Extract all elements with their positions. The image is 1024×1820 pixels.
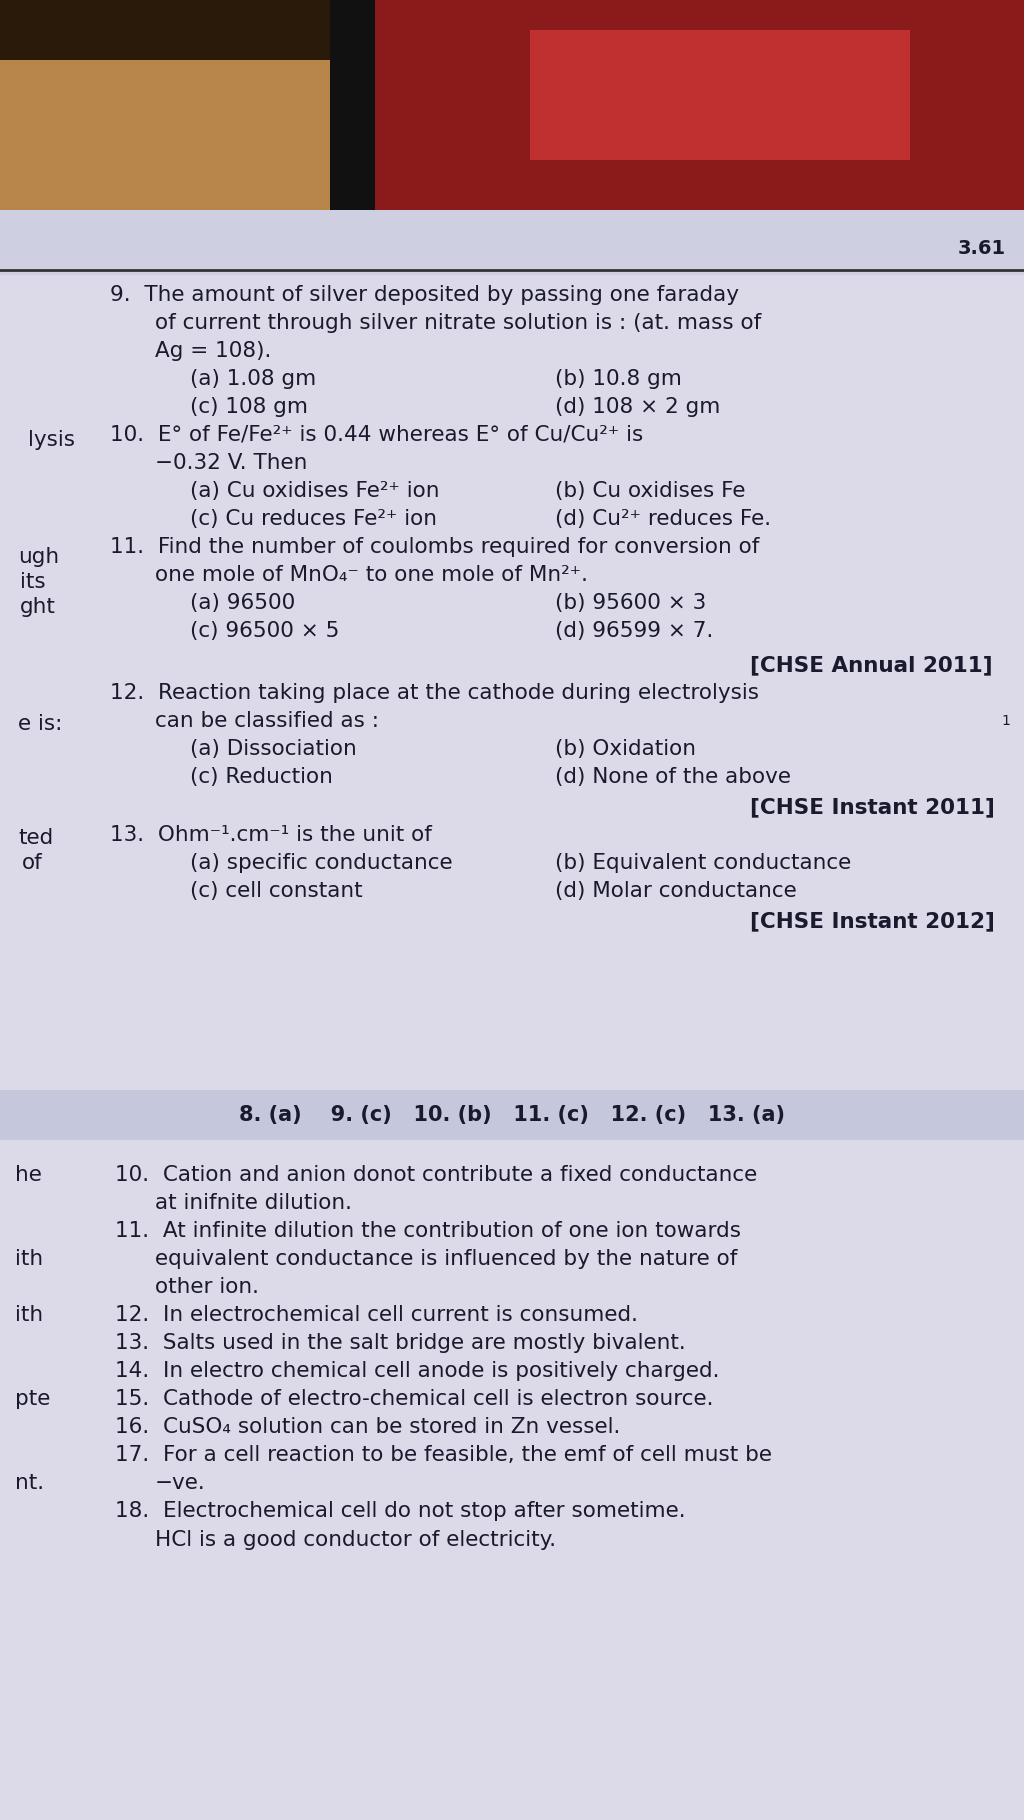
Text: other ion.: other ion. bbox=[155, 1278, 259, 1298]
Text: (b) Cu oxidises Fe: (b) Cu oxidises Fe bbox=[555, 480, 745, 501]
Text: its: its bbox=[20, 571, 46, 592]
Text: (c) 96500 × 5: (c) 96500 × 5 bbox=[190, 621, 339, 641]
Bar bbox=[370, 0, 1024, 209]
Text: (c) Cu reduces Fe²⁺ ion: (c) Cu reduces Fe²⁺ ion bbox=[190, 510, 437, 530]
Text: (d) Molar conductance: (d) Molar conductance bbox=[555, 881, 797, 901]
Text: (b) 95600 × 3: (b) 95600 × 3 bbox=[555, 593, 707, 613]
Text: (b) 10.8 gm: (b) 10.8 gm bbox=[555, 369, 682, 389]
Text: [CHSE Instant 2011]: [CHSE Instant 2011] bbox=[750, 797, 995, 817]
Text: 12.  Reaction taking place at the cathode during electrolysis: 12. Reaction taking place at the cathode… bbox=[110, 682, 759, 703]
Text: 11.  At infinite dilution the contribution of one ion towards: 11. At infinite dilution the contributio… bbox=[115, 1221, 741, 1241]
Text: (b) Equivalent conductance: (b) Equivalent conductance bbox=[555, 854, 851, 874]
Text: (c) 108 gm: (c) 108 gm bbox=[190, 397, 308, 417]
Text: (a) 1.08 gm: (a) 1.08 gm bbox=[190, 369, 316, 389]
Text: 16.  CuSO₄ solution can be stored in Zn vessel.: 16. CuSO₄ solution can be stored in Zn v… bbox=[115, 1418, 621, 1438]
Text: of current through silver nitrate solution is : (at. mass of: of current through silver nitrate soluti… bbox=[155, 313, 761, 333]
Text: (d) 96599 × 7.: (d) 96599 × 7. bbox=[555, 621, 714, 641]
Text: of: of bbox=[22, 854, 43, 874]
Text: 11.  Find the number of coulombs required for conversion of: 11. Find the number of coulombs required… bbox=[110, 537, 760, 557]
Text: 1: 1 bbox=[1001, 713, 1010, 728]
Text: ght: ght bbox=[20, 597, 56, 617]
Text: 18.  Electrochemical cell do not stop after sometime.: 18. Electrochemical cell do not stop aft… bbox=[115, 1502, 686, 1522]
Bar bbox=[330, 0, 375, 209]
Bar bbox=[0, 0, 1024, 209]
Text: (c) cell constant: (c) cell constant bbox=[190, 881, 362, 901]
Bar bbox=[0, 209, 1024, 1820]
Text: (a) Dissociation: (a) Dissociation bbox=[190, 739, 356, 759]
Text: (a) specific conductance: (a) specific conductance bbox=[190, 854, 453, 874]
Text: (d) Cu²⁺ reduces Fe.: (d) Cu²⁺ reduces Fe. bbox=[555, 510, 771, 530]
Text: lysis: lysis bbox=[28, 430, 75, 450]
Bar bbox=[530, 29, 910, 160]
Text: (a) Cu oxidises Fe²⁺ ion: (a) Cu oxidises Fe²⁺ ion bbox=[190, 480, 439, 501]
Bar bbox=[0, 60, 340, 209]
Text: (a) 96500: (a) 96500 bbox=[190, 593, 295, 613]
Text: (c) Reduction: (c) Reduction bbox=[190, 766, 333, 786]
Text: 10.  Cation and anion donot contribute a fixed conductance: 10. Cation and anion donot contribute a … bbox=[115, 1165, 758, 1185]
Text: 17.  For a cell reaction to be feasible, the emf of cell must be: 17. For a cell reaction to be feasible, … bbox=[115, 1445, 772, 1465]
Text: ugh: ugh bbox=[18, 548, 59, 568]
Text: (d) None of the above: (d) None of the above bbox=[555, 766, 791, 786]
Text: −ve.: −ve. bbox=[155, 1472, 206, 1492]
Text: 13.  Ohm⁻¹.cm⁻¹ is the unit of: 13. Ohm⁻¹.cm⁻¹ is the unit of bbox=[110, 824, 432, 844]
Text: [CHSE Annual 2011]: [CHSE Annual 2011] bbox=[750, 655, 992, 675]
Text: nt.: nt. bbox=[15, 1472, 44, 1492]
Text: 8. (a)    9. (c)   10. (b)   11. (c)   12. (c)   13. (a): 8. (a) 9. (c) 10. (b) 11. (c) 12. (c) 13… bbox=[239, 1105, 785, 1125]
Text: (b) Oxidation: (b) Oxidation bbox=[555, 739, 696, 759]
Text: at inifnite dilution.: at inifnite dilution. bbox=[155, 1192, 352, 1212]
Text: 10.  E° of Fe/Fe²⁺ is 0.44 whereas E° of Cu/Cu²⁺ is: 10. E° of Fe/Fe²⁺ is 0.44 whereas E° of … bbox=[110, 426, 643, 446]
Bar bbox=[0, 1090, 1024, 1139]
Text: e is:: e is: bbox=[18, 713, 62, 733]
Text: 12.  In electrochemical cell current is consumed.: 12. In electrochemical cell current is c… bbox=[115, 1305, 638, 1325]
Text: one mole of MnO₄⁻ to one mole of Mn²⁺.: one mole of MnO₄⁻ to one mole of Mn²⁺. bbox=[155, 564, 588, 584]
Text: (d) 108 × 2 gm: (d) 108 × 2 gm bbox=[555, 397, 720, 417]
Text: equivalent conductance is influenced by the nature of: equivalent conductance is influenced by … bbox=[155, 1249, 737, 1269]
Text: 3.61: 3.61 bbox=[957, 238, 1006, 258]
Text: ith: ith bbox=[15, 1249, 43, 1269]
Text: HCl is a good conductor of electricity.: HCl is a good conductor of electricity. bbox=[155, 1531, 556, 1551]
Text: 15.  Cathode of electro-chemical cell is electron source.: 15. Cathode of electro-chemical cell is … bbox=[115, 1389, 714, 1409]
Text: 9.  The amount of silver deposited by passing one faraday: 9. The amount of silver deposited by pas… bbox=[110, 286, 739, 306]
Text: ith: ith bbox=[15, 1305, 43, 1325]
Text: he: he bbox=[15, 1165, 42, 1185]
Text: [CHSE Instant 2012]: [CHSE Instant 2012] bbox=[750, 912, 995, 932]
Text: can be classified as :: can be classified as : bbox=[155, 712, 379, 732]
Text: 14.  In electro chemical cell anode is positively charged.: 14. In electro chemical cell anode is po… bbox=[115, 1361, 720, 1381]
Text: ted: ted bbox=[18, 828, 53, 848]
Bar bbox=[0, 209, 1024, 275]
Text: −0.32 V. Then: −0.32 V. Then bbox=[155, 453, 307, 473]
Text: 13.  Salts used in the salt bridge are mostly bivalent.: 13. Salts used in the salt bridge are mo… bbox=[115, 1332, 686, 1352]
Text: Ag = 108).: Ag = 108). bbox=[155, 340, 271, 360]
Text: pte: pte bbox=[15, 1389, 50, 1409]
